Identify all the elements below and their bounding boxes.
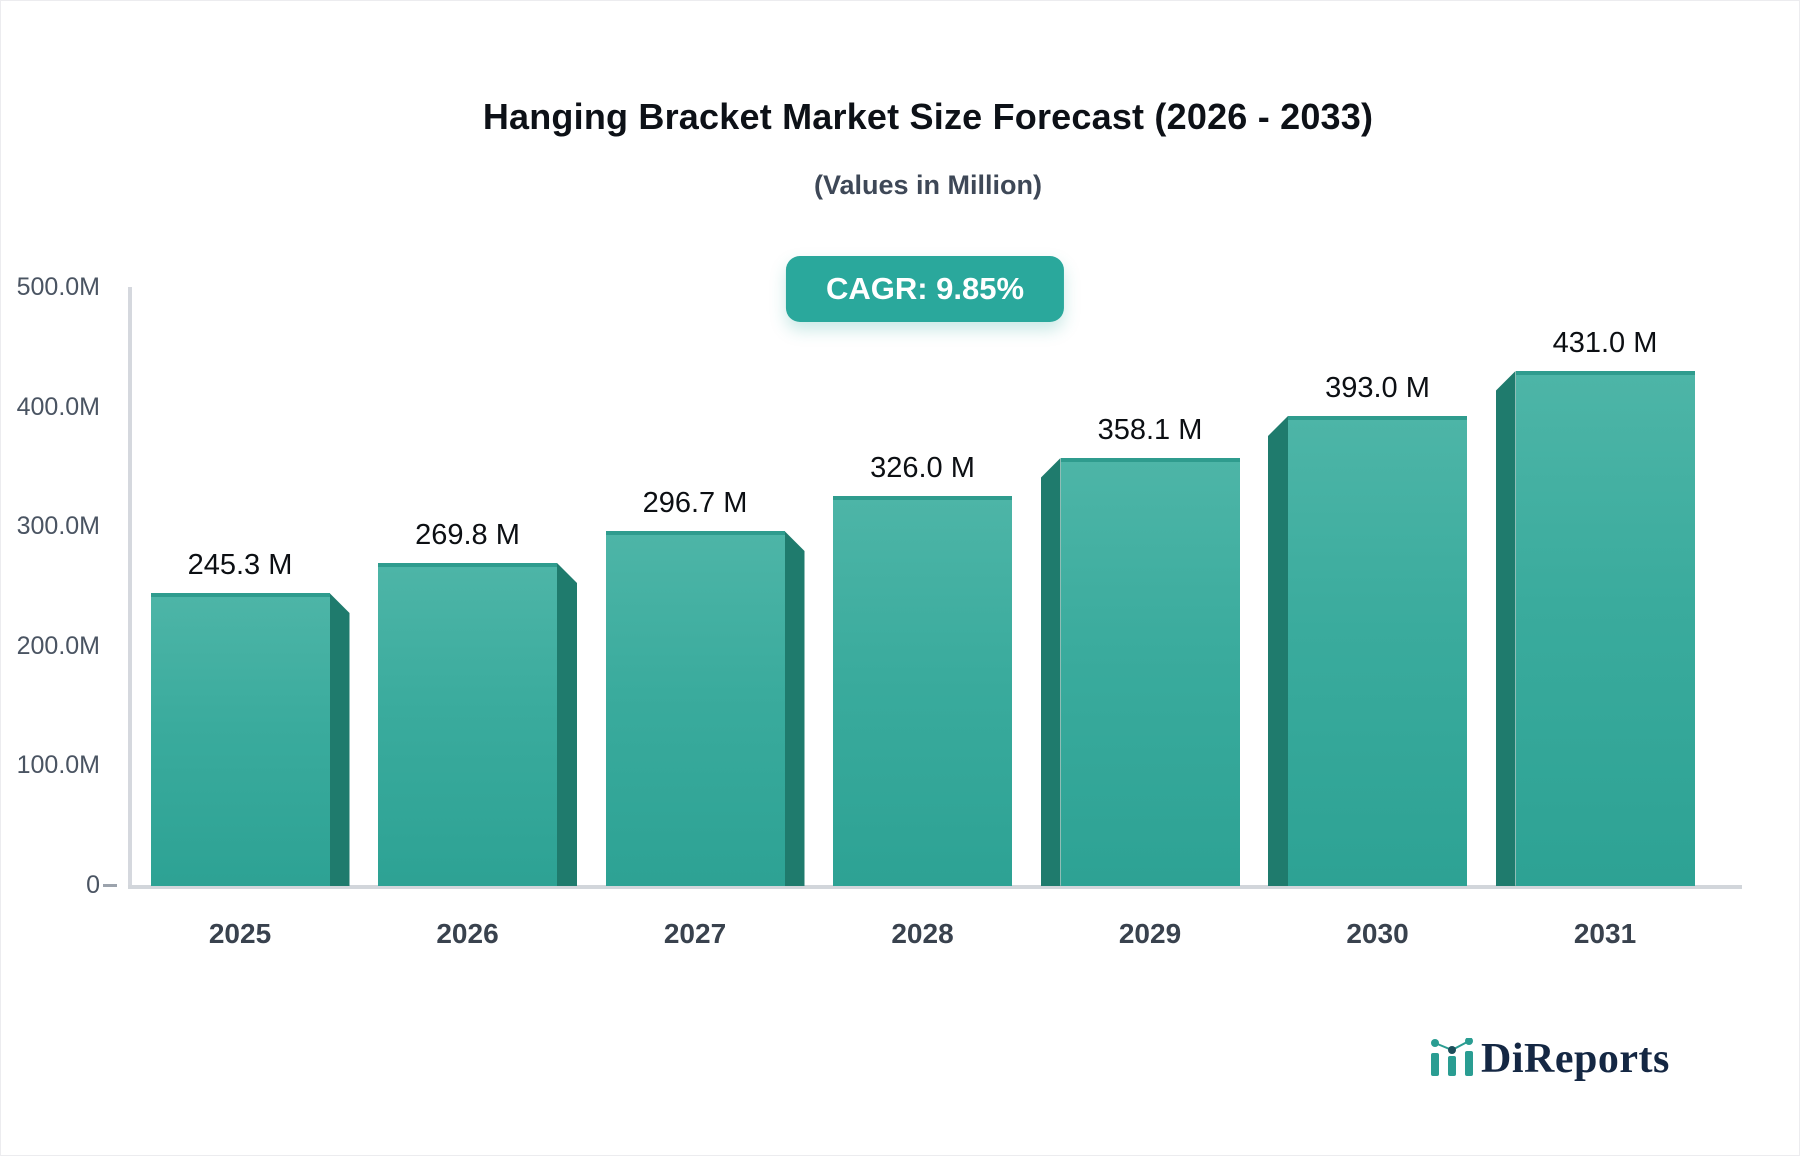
- y-tick-label: 200.0M: [16, 631, 100, 660]
- bar-side-2027: [784, 531, 805, 886]
- bar-value-label: 296.7 M: [642, 487, 748, 519]
- y-tick-label: 100.0M: [16, 751, 100, 780]
- mini-bar-line-chart-icon: [1430, 1037, 1476, 1082]
- y-tick-label: 400.0M: [16, 392, 100, 421]
- x-axis-label-2026: 2026: [436, 918, 499, 949]
- x-axis-line: [128, 885, 1742, 889]
- bar-2030[interactable]: [1288, 416, 1467, 886]
- bar-2031[interactable]: [1515, 371, 1695, 886]
- y-tick-label: 500.0M: [16, 273, 100, 301]
- x-axis-label-2029: 2029: [1118, 918, 1182, 949]
- bar-value-label: 245.3 M: [187, 549, 293, 581]
- x-axis-label-2027: 2027: [663, 918, 727, 949]
- bar-2025[interactable]: [150, 593, 330, 886]
- bar-value-label: 269.8 M: [415, 519, 520, 551]
- bar-value-label: 358.1 M: [1097, 414, 1203, 446]
- bar-2026[interactable]: [378, 563, 557, 886]
- y-tick-label: 300.0M: [16, 512, 100, 541]
- chart-title: Hanging Bracket Market Size Forecast (20…: [482, 96, 1374, 137]
- y-tick-label: 0: [86, 871, 100, 899]
- x-axis-label-2028: 2028: [891, 918, 954, 949]
- y-axis-line: [128, 287, 132, 889]
- bar-2029[interactable]: [1060, 458, 1240, 886]
- bar-2028[interactable]: [833, 496, 1012, 886]
- logo-text: DiReports: [1481, 1036, 1670, 1082]
- x-axis-label-2031: 2031: [1573, 918, 1637, 949]
- bar-side-2030: [1268, 416, 1288, 886]
- bar-side-2026: [557, 563, 577, 886]
- bar-side-2029: [1040, 458, 1061, 886]
- bar-side-2025: [329, 593, 350, 886]
- bar-value-label: 393.0 M: [1325, 372, 1430, 404]
- cagr-badge: CAGR: 9.85%: [785, 256, 1065, 322]
- x-axis-label-2025: 2025: [208, 918, 272, 949]
- direports-logo: DiReports: [1430, 1036, 1670, 1082]
- bar-value-label: 326.0 M: [870, 452, 975, 484]
- x-axis-label-2030: 2030: [1346, 918, 1409, 949]
- bar-side-2031: [1495, 371, 1516, 886]
- chart-subtitle: (Values in Million): [813, 170, 1043, 200]
- bar-2027[interactable]: [605, 531, 785, 886]
- zero-tick-dash: [103, 884, 117, 887]
- bar-value-label: 431.0 M: [1552, 327, 1658, 359]
